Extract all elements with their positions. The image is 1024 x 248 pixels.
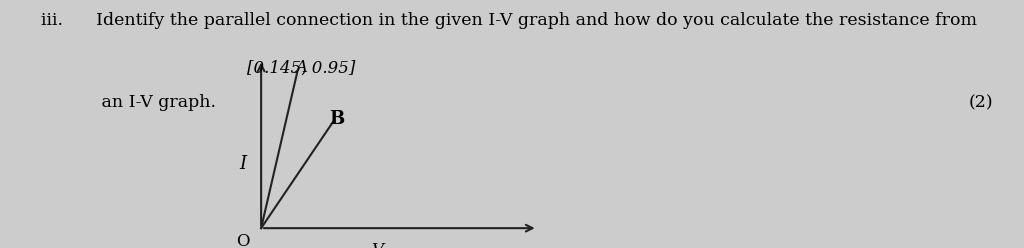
Text: iii.      Identify the parallel connection in the given I-V graph and how do you: iii. Identify the parallel connection in… [41, 12, 977, 30]
Text: an I-V graph.: an I-V graph. [41, 94, 216, 111]
Text: I: I [240, 155, 246, 173]
Text: B: B [330, 110, 345, 127]
Text: V: V [372, 242, 383, 248]
Text: (2): (2) [969, 94, 993, 111]
Text: O: O [236, 233, 250, 248]
Text: [0.145, 0.95]: [0.145, 0.95] [247, 60, 355, 76]
Text: A: A [295, 60, 307, 76]
